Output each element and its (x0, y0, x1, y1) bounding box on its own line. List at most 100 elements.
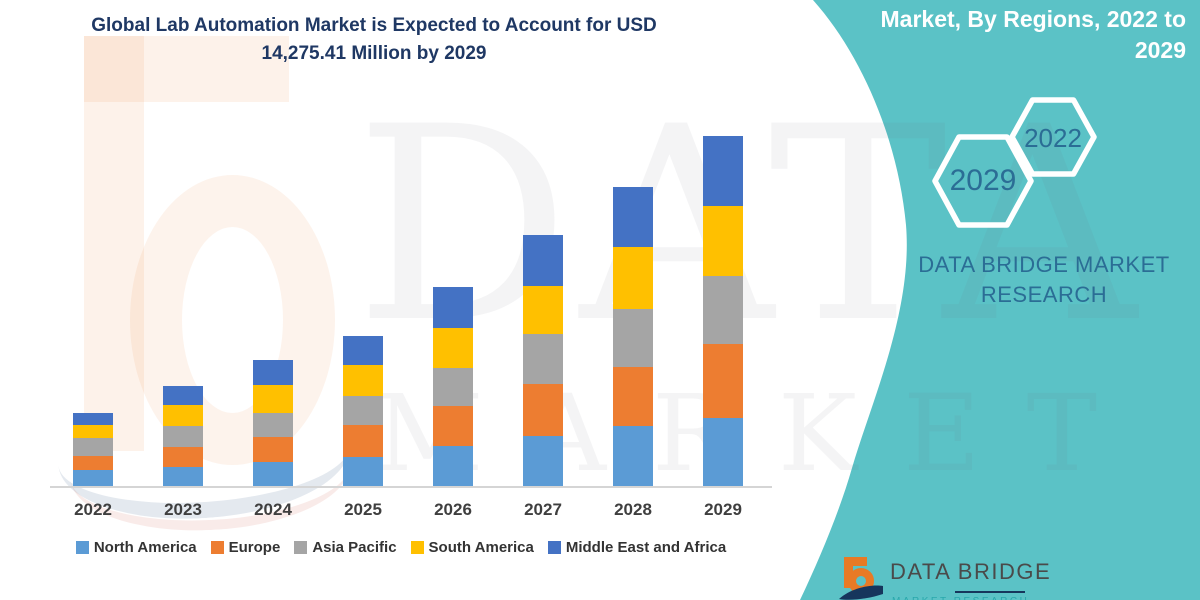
footer-brand-underline (955, 591, 1025, 593)
bar-segment (613, 308, 653, 367)
x-axis-label: 2024 (254, 500, 292, 519)
footer-brand-name: DATA BRIDGE (890, 559, 1052, 584)
bar-segment (163, 426, 203, 448)
legend-label: Middle East and Africa (565, 539, 727, 556)
teal-shape (800, 0, 1200, 600)
chart-title: Global Lab Automation Market is Expected… (28, 12, 720, 68)
x-axis-label: 2027 (524, 500, 562, 519)
bar-segment (703, 276, 743, 344)
bar-column-2025 (318, 126, 408, 486)
bar-segment (73, 456, 113, 471)
bar-segment (73, 470, 113, 486)
chart-legend: North America Europe Asia Pacific South Ame… (30, 539, 772, 556)
chart-title-line2: 14,275.41 Million by 2029 (261, 43, 487, 64)
bar-segment (73, 412, 113, 426)
bar-segment (163, 447, 203, 467)
legend-item: Middle East and Africa (547, 539, 727, 556)
stacked-bar-2026 (433, 287, 473, 486)
bar-segment (253, 360, 293, 386)
legend-swatch (547, 541, 561, 554)
bar-segment (73, 425, 113, 439)
bar-segment (703, 206, 743, 276)
x-axis-label: 2026 (434, 500, 472, 519)
bar-segment (343, 396, 383, 425)
legend-label: North America (93, 539, 197, 556)
bar-segment (703, 418, 743, 486)
bar-segment (253, 412, 293, 437)
legend-swatch (75, 541, 89, 554)
legend-label: Europe (228, 539, 281, 556)
bar-segment (343, 365, 383, 396)
brand-text: DATA BRIDGE MARKET RESEARCH (900, 250, 1188, 310)
bar-column-2026 (408, 126, 498, 486)
stacked-bar-2022 (73, 412, 113, 486)
side-heading: Market, By Regions, 2022 to 2029 (881, 4, 1187, 66)
bar-column-2029 (678, 126, 768, 486)
bar-column-2027 (498, 126, 588, 486)
brand-text-line1: DATA BRIDGE MARKET (918, 252, 1170, 277)
bar-segment (703, 136, 743, 206)
legend-item: Asia Pacific (294, 539, 397, 556)
bar-segment (343, 457, 383, 486)
stacked-bar-2023 (163, 386, 203, 486)
legend-swatch (210, 541, 224, 554)
side-heading-line1: Market, By Regions, 2022 to (880, 6, 1187, 32)
stacked-bar-2025 (343, 336, 383, 486)
bar-segment (433, 406, 473, 447)
legend-swatch (294, 541, 308, 554)
bar-segment (703, 344, 743, 418)
bar-segment (163, 386, 203, 406)
bar-segment (253, 461, 293, 486)
bar-segment (613, 187, 653, 248)
bar-segment (523, 384, 563, 436)
hexagon-year-2029: 2029 (949, 164, 1017, 197)
data-bridge-b-icon (839, 557, 883, 600)
bar-segment (523, 334, 563, 385)
bar-segment (613, 367, 653, 426)
footer-brand-subtext: MARKET RESEARCH (892, 596, 1029, 600)
bar-column-2022 (48, 126, 138, 486)
bar-segment (523, 436, 563, 486)
stacked-bar-2024 (253, 360, 293, 486)
bar-segment (523, 235, 563, 287)
bar-segment (163, 405, 203, 427)
hexagon-year-2022: 2022 (1024, 123, 1082, 153)
bar-segment (523, 286, 563, 335)
bar-segment (343, 425, 383, 457)
bar-segment (613, 247, 653, 309)
x-axis-label: 2029 (704, 500, 742, 519)
legend-item: North America (75, 539, 197, 556)
x-axis-label: 2025 (344, 500, 382, 519)
x-axis-label: 2028 (614, 500, 652, 519)
brand-text-line2: RESEARCH (980, 282, 1108, 307)
bar-segment (433, 287, 473, 329)
side-heading-line2: 2029 (1134, 37, 1186, 63)
bar-segment (253, 436, 293, 462)
bar-segment (73, 438, 113, 457)
x-axis-label: 2022 (74, 500, 112, 519)
legend-label: Asia Pacific (312, 539, 397, 556)
bar-column-2023 (138, 126, 228, 486)
bar-segment (433, 446, 473, 486)
bar-segment (433, 367, 473, 407)
legend-item: South America (410, 539, 534, 556)
side-heading-clipped-line: Global Lab Automation (932, 0, 1184, 6)
bar-column-2028 (588, 126, 678, 486)
x-axis-label: 2023 (164, 500, 202, 519)
bar-segment (163, 466, 203, 486)
bar-segment (343, 336, 383, 366)
bar-column-2024 (228, 126, 318, 486)
x-axis-baseline (50, 486, 772, 488)
bar-segment (253, 385, 293, 413)
chart-title-line1: Global Lab Automation Market is Expected… (91, 15, 657, 36)
bar-segment (433, 328, 473, 368)
legend-label: South America (428, 539, 534, 556)
bar-segment (613, 426, 653, 486)
stacked-bar-2027 (523, 235, 563, 486)
stacked-bar-2028 (613, 187, 653, 486)
x-axis-labels: 2022 2023 2024 2025 2026 2027 2028 2029 (48, 500, 768, 520)
stacked-bar-2029 (703, 136, 743, 486)
legend-swatch (410, 541, 424, 554)
